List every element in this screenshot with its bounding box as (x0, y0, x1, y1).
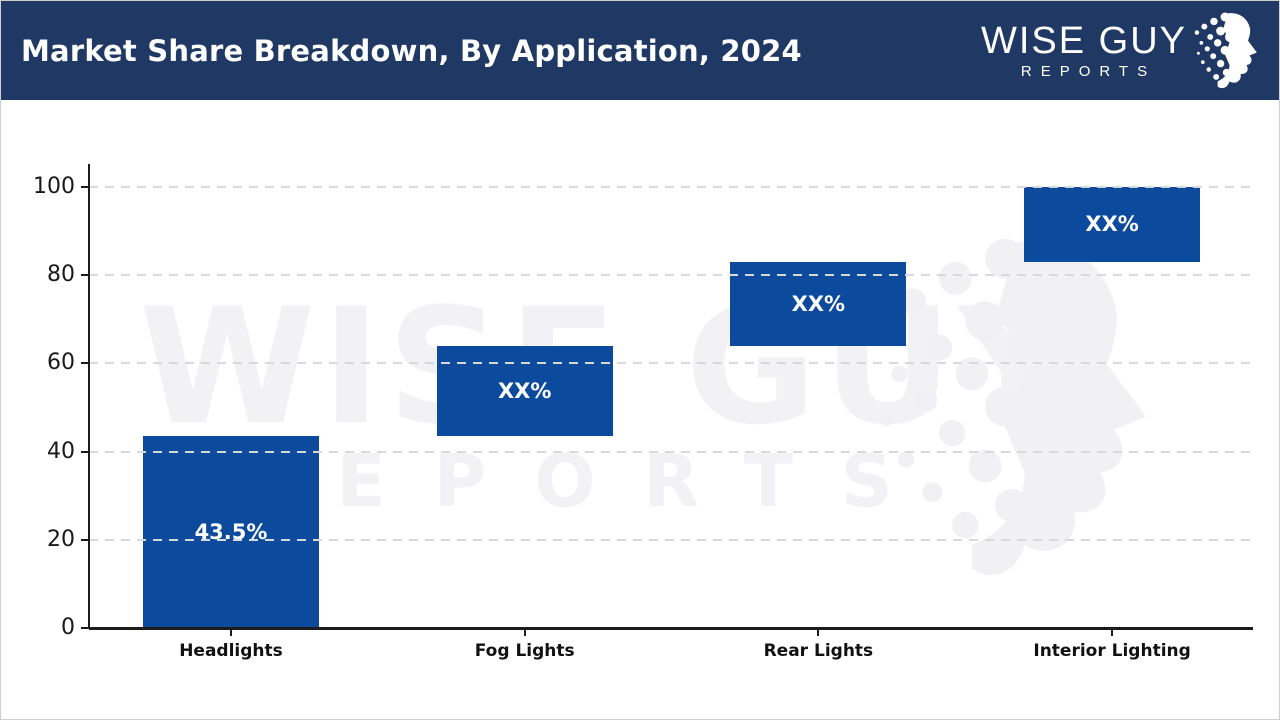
x-tick-0 (230, 628, 232, 636)
gridline-y-100 (89, 186, 1253, 188)
page-title: Market Share Breakdown, By Application, … (21, 33, 802, 68)
y-tick-label-100: 100 (33, 174, 75, 199)
bar-interior-lighting: XX% (1024, 187, 1201, 262)
y-tick-label-60: 60 (47, 350, 75, 376)
y-axis-line (88, 164, 90, 628)
y-tick-label-80: 80 (47, 262, 75, 288)
logo-text: WISE GUY REPORTS (981, 22, 1187, 80)
watermark-reports-text: REPORTS (233, 439, 941, 523)
bar-headlights: 43.5% (143, 436, 319, 628)
logo-brand-text: WISE GUY (980, 19, 1187, 62)
x-category-label-1: Fog Lights (474, 641, 575, 661)
y-tick-80 (81, 274, 89, 277)
x-category-label-2: Rear Lights (763, 641, 874, 661)
x-axis-line (89, 627, 1253, 630)
gridline-y-40 (89, 450, 1253, 453)
bar-fog-lights: XX% (436, 345, 613, 437)
x-tick-3 (1111, 628, 1114, 636)
y-tick-40 (81, 450, 89, 453)
header: Market Share Breakdown, By Application, … (1, 1, 1279, 100)
y-tick-label-40: 40 (47, 438, 75, 464)
y-tick-label-20: 20 (47, 526, 75, 552)
y-tick-0 (81, 627, 89, 629)
x-tick-1 (523, 628, 526, 636)
y-tick-60 (81, 362, 89, 365)
wise-guy-reports-logo: WISE GUY REPORTS (981, 10, 1265, 92)
bar-value-label: XX% (497, 378, 552, 403)
gridline-y-60 (89, 362, 1253, 365)
gridline-y-80 (89, 274, 1253, 277)
x-category-label-3: Interior Lighting (1033, 641, 1191, 661)
bar-value-label: XX% (791, 291, 846, 316)
gridline-y-20 (89, 538, 1253, 541)
x-category-label-0: Headlights (179, 641, 283, 661)
y-tick-100 (81, 186, 89, 188)
y-tick-20 (81, 538, 89, 541)
x-tick-2 (817, 628, 820, 636)
bar-value-label: XX% (1085, 212, 1139, 237)
logo-sub-text: REPORTS (1020, 62, 1157, 80)
y-tick-label-0: 0 (61, 615, 75, 640)
